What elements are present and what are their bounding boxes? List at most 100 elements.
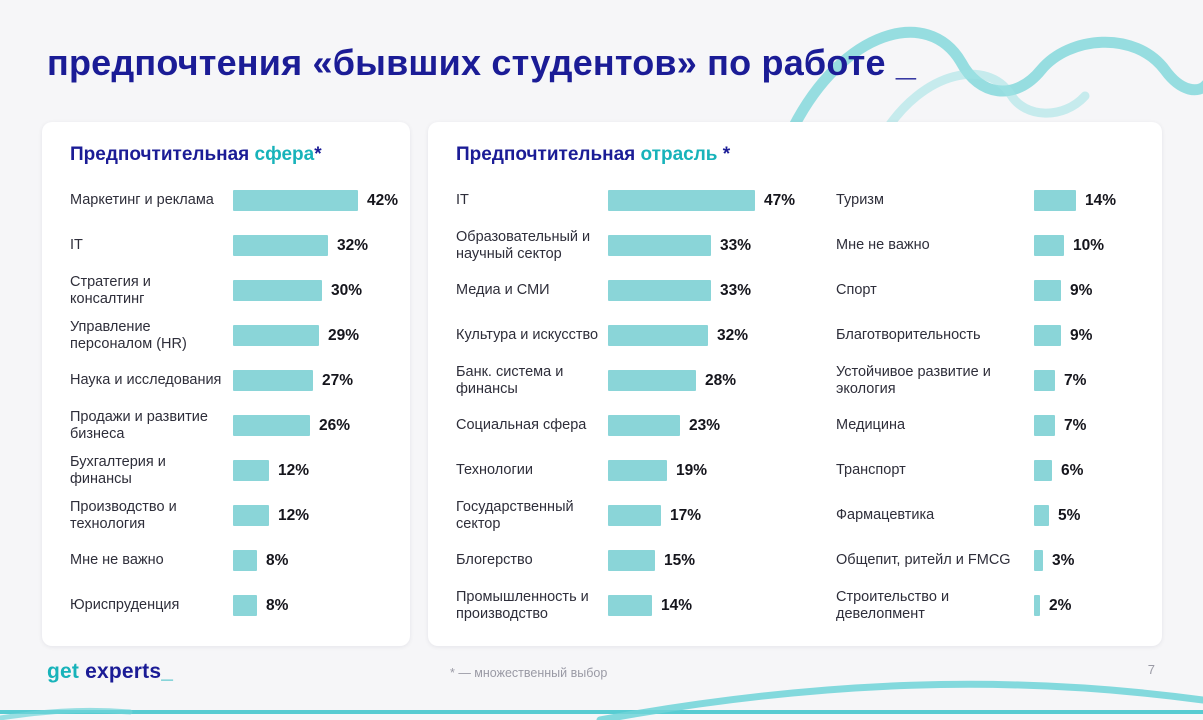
bar-row: Туризм 14% — [836, 178, 1134, 223]
bar-row: Устойчивое развитие и экология 7% — [836, 358, 1134, 403]
bar-value: 14% — [661, 596, 693, 614]
bar-value: 12% — [278, 461, 310, 479]
industry-column-1: IT 47% Образовательный и научный сектор 33%… — [456, 178, 836, 628]
bar-label: Благотворительность — [836, 327, 981, 344]
bar-value: 32% — [337, 236, 369, 254]
bar-row: Стратегия и консалтинг 30% — [70, 268, 382, 313]
bar-value: 42% — [367, 191, 399, 209]
bar-value: 32% — [717, 326, 749, 344]
bar-row: Технологии 19% — [456, 448, 836, 493]
bar-label: IT — [456, 192, 469, 209]
bar-value: 2% — [1049, 596, 1072, 614]
bar — [608, 595, 652, 616]
bar-value: 14% — [1085, 191, 1117, 209]
bar-label: Социальная сфера — [456, 417, 587, 434]
bar-value: 10% — [1073, 236, 1105, 254]
industry-bar-chart: IT 47% Образовательный и научный сектор 33%… — [456, 178, 1134, 628]
card-title-industry: Предпочтительная отрасль * — [456, 144, 1134, 166]
bar-value: 6% — [1061, 461, 1084, 479]
bar — [1034, 415, 1055, 436]
logo-get-experts: get experts_ — [47, 660, 173, 684]
bar — [1034, 550, 1043, 571]
card-title-main: Предпочтительная — [456, 144, 641, 165]
bar-value: 8% — [266, 596, 289, 614]
sphere-bar-chart: Маркетинг и реклама 42% IT 32% Стратегия и к… — [70, 178, 398, 628]
bar — [233, 370, 313, 391]
card-title-sphere: Предпочтительная сфера* — [70, 144, 382, 166]
bar-value: 7% — [1064, 416, 1087, 434]
bar-label: Технологии — [456, 462, 533, 479]
bar — [233, 460, 269, 481]
bar-label: Медицина — [836, 417, 906, 434]
bar-row: Банк. система и финансы 28% — [456, 358, 836, 403]
footnote: * — множественный выбор — [450, 666, 608, 680]
logo-underscore: _ — [161, 660, 174, 683]
bar-label: Фармацевтика — [836, 507, 935, 524]
bar-row: Юриспруденция 8% — [70, 583, 382, 628]
bar-label: Производство и технология — [70, 498, 177, 532]
bar — [608, 415, 680, 436]
bar — [1034, 460, 1052, 481]
bar-label: Устойчивое развитие и экология — [836, 363, 991, 397]
bar — [233, 280, 322, 301]
card-title-suffix: * — [314, 144, 322, 165]
card-title-main: Предпочтительная — [70, 144, 255, 165]
bar — [608, 370, 696, 391]
bar-label: Общепит, ритейл и FMCG — [836, 552, 1011, 569]
bar-row: Спорт 9% — [836, 268, 1134, 313]
bar-row: Общепит, ритейл и FMCG 3% — [836, 538, 1134, 583]
bar — [1034, 280, 1061, 301]
bar-row: Фармацевтика 5% — [836, 493, 1134, 538]
bar-row: Мне не важно 10% — [836, 223, 1134, 268]
bar-value: 12% — [278, 506, 310, 524]
bar-label: IT — [70, 237, 83, 254]
bar — [233, 505, 269, 526]
bar-label: Блогерство — [456, 552, 533, 569]
bar-label: Медиа и СМИ — [456, 282, 550, 299]
bar-label: Спорт — [836, 282, 877, 299]
bar-value: 8% — [266, 551, 289, 569]
bar-label: Бухгалтерия и финансы — [70, 453, 166, 487]
bar — [608, 505, 661, 526]
bar-row: Транспорт 6% — [836, 448, 1134, 493]
card-preferred-industry: Предпочтительная отрасль * IT 47% Образова… — [428, 122, 1162, 646]
bar-value: 23% — [689, 416, 721, 434]
card-title-accent: сфера — [254, 144, 315, 165]
bar-row: Медицина 7% — [836, 403, 1134, 448]
bar-label: Мне не важно — [836, 237, 930, 254]
card-preferred-sphere: Предпочтительная сфера* Маркетинг и рекл… — [42, 122, 410, 646]
bar-value: 9% — [1070, 326, 1093, 344]
bar-row: Продажи и развитие бизнеса 26% — [70, 403, 382, 448]
bar — [608, 460, 667, 481]
card-title-suffix: * — [717, 144, 731, 165]
bar-row: Благотворительность 9% — [836, 313, 1134, 358]
bar-label: Культура и искусство — [456, 327, 599, 344]
logo-part1: get — [47, 660, 80, 683]
bar-value: 7% — [1064, 371, 1087, 389]
bar-row: Государственный сектор 17% — [456, 493, 836, 538]
bar-row: Блогерство 15% — [456, 538, 836, 583]
bar-row: IT 32% — [70, 223, 382, 268]
bar-row: Наука и исследования 27% — [70, 358, 382, 403]
bar — [1034, 505, 1049, 526]
bar-label: Транспорт — [836, 462, 906, 479]
bar — [233, 235, 328, 256]
bar-row: IT 47% — [456, 178, 836, 223]
bar-row: Бухгалтерия и финансы 12% — [70, 448, 382, 493]
bar-label: Промышленность и производство — [456, 588, 589, 622]
bar-value: 33% — [720, 236, 752, 254]
bar-label: Мне не важно — [70, 552, 164, 569]
bar-label: Банк. система и финансы — [456, 363, 564, 397]
bar — [233, 595, 257, 616]
bar-row: Медиа и СМИ 33% — [456, 268, 836, 313]
bar-value: 33% — [720, 281, 752, 299]
bar-value: 3% — [1052, 551, 1075, 569]
page-title: предпочтения «бывших студентов» по работ… — [47, 42, 917, 83]
bar-label: Маркетинг и реклама — [70, 192, 214, 209]
card-title-accent: отрасль — [640, 144, 718, 165]
bar-row: Социальная сфера 23% — [456, 403, 836, 448]
bar — [608, 550, 655, 571]
bar-row: Строительство и девелопмент 2% — [836, 583, 1134, 628]
bar-value: 47% — [764, 191, 796, 209]
bar-label: Юриспруденция — [70, 597, 180, 614]
